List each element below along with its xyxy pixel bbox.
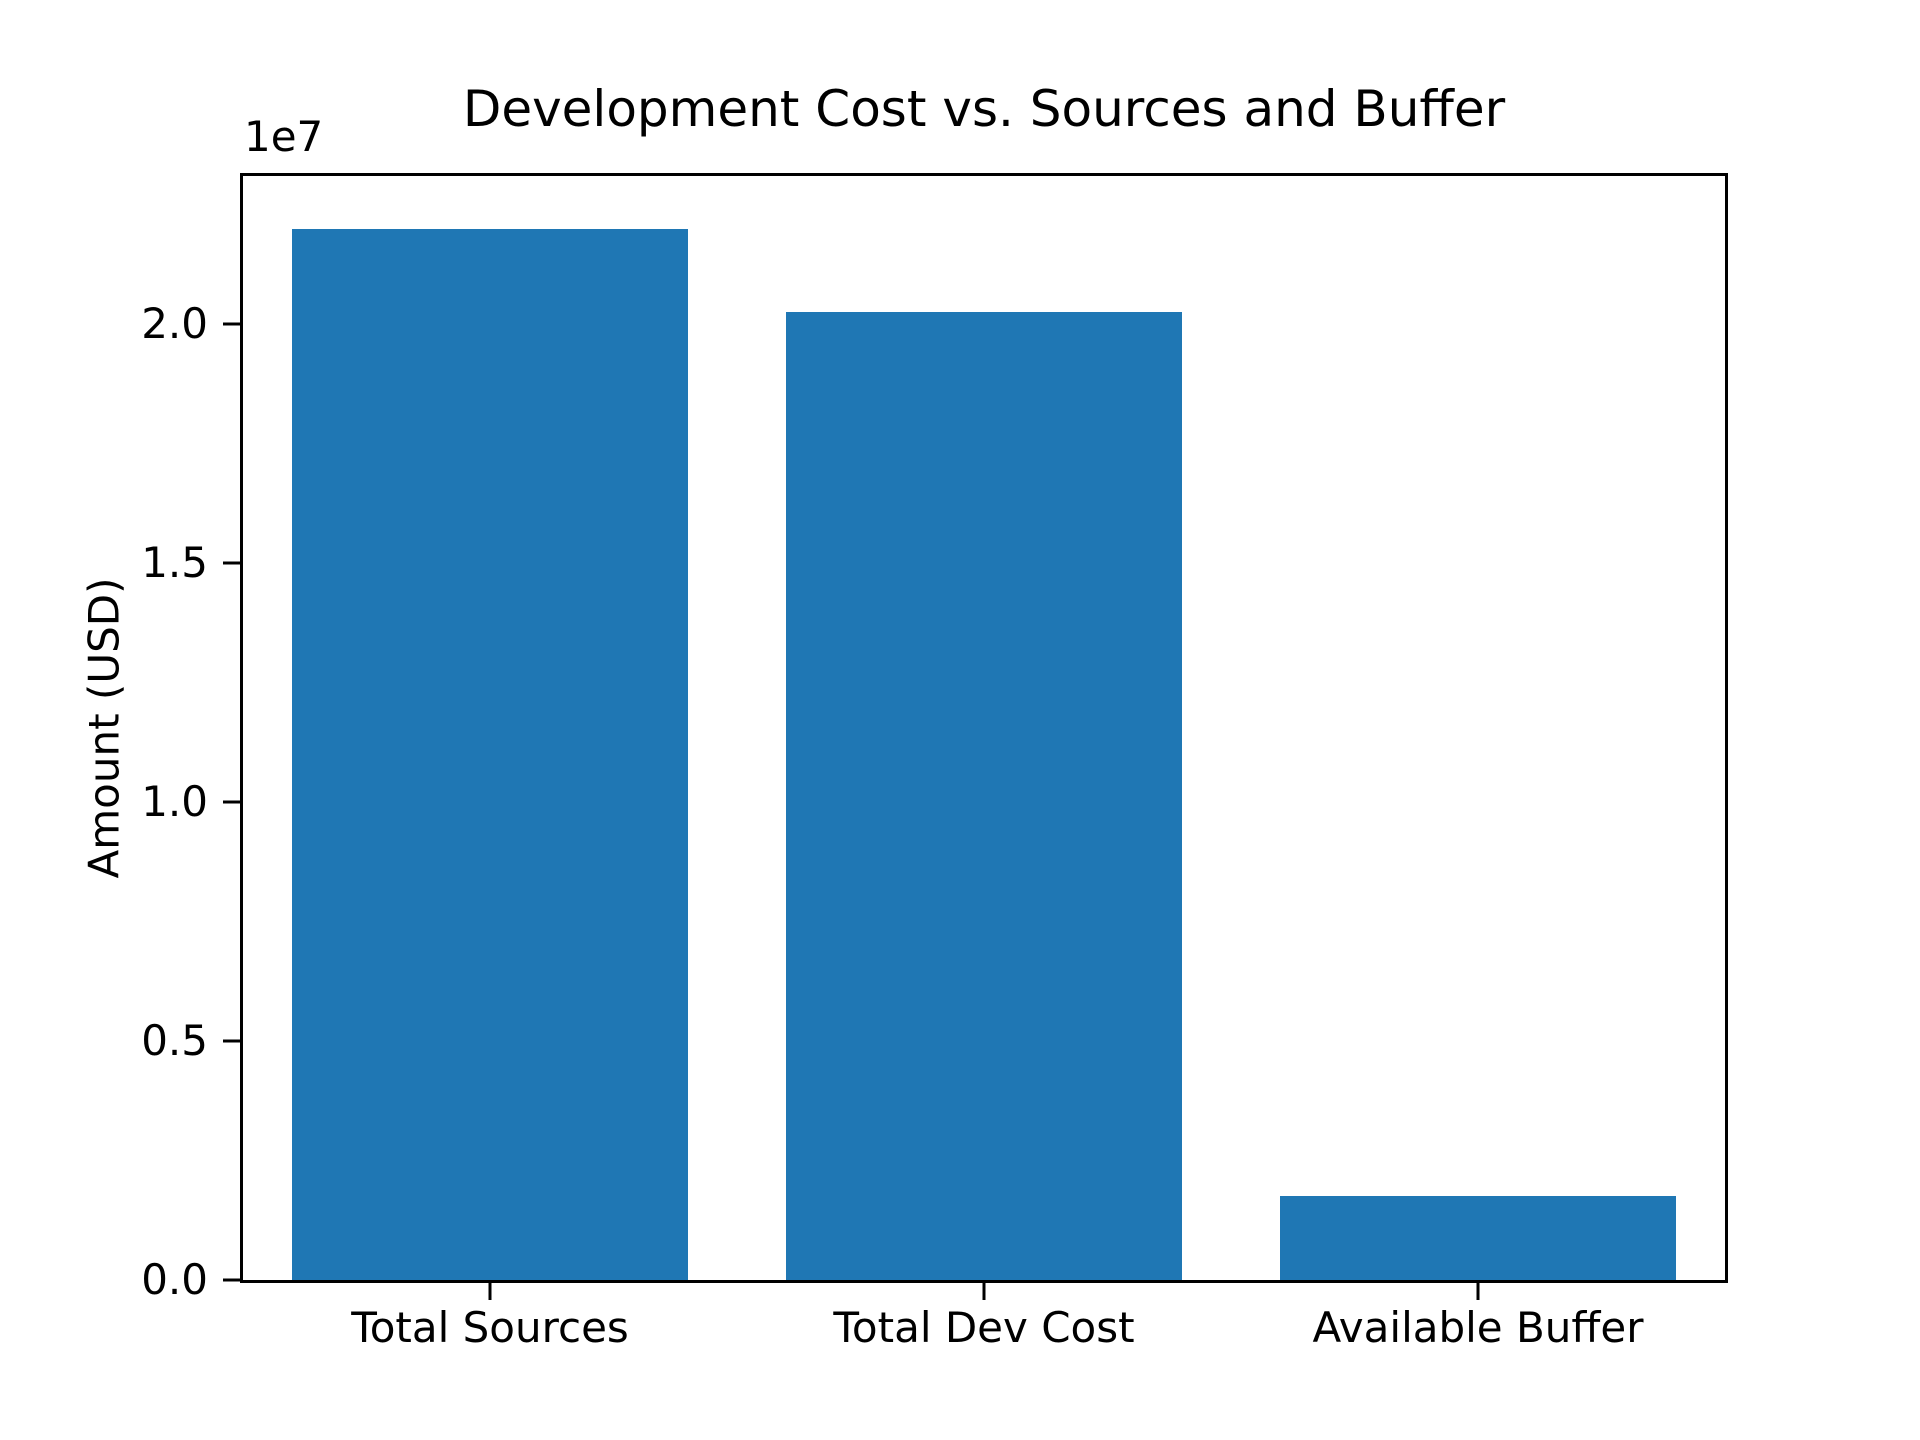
y-tick-mark-1.5 [223,561,240,565]
y-tick-mark-0.5 [223,1039,240,1043]
y-tick-mark-0.0 [223,1278,240,1282]
x-tick-mark-total-dev-cost [982,1280,986,1300]
chart-title: Development Cost vs. Sources and Buffer [462,80,1506,138]
bar-total-sources [292,228,688,1280]
bar-available-buffer [1280,1196,1676,1280]
bar-slot-total-sources [243,176,737,1280]
y-tick-label-2.0: 2.0 [141,299,208,349]
bar-total-dev-cost [786,312,1182,1280]
x-tick-label-total-dev-cost: Total Dev Cost [833,1303,1135,1352]
y-axis-offset-text: 1e7 [244,112,324,161]
bars-layer [243,176,1725,1280]
y-tick-label-0.5: 0.5 [141,1016,208,1066]
x-tick-label-available-buffer: Available Buffer [1312,1303,1644,1352]
x-tick-label-total-sources: Total Sources [351,1303,629,1352]
y-tick-mark-1.0 [223,800,240,804]
y-tick-label-1.5: 1.5 [141,538,208,588]
x-tick-mark-total-sources [488,1280,492,1300]
plot-area: Total Sources Total Dev Cost Available Buf… [141,173,1728,1349]
y-axis-label: Amount (USD) [79,577,129,879]
y-tick-label-1.0: 1.0 [141,777,208,827]
bar-slot-available-buffer [1231,176,1725,1280]
x-tick-mark-available-buffer [1476,1280,1480,1300]
bar-slot-total-dev-cost [737,176,1231,1280]
y-tick-label-0.0: 0.0 [141,1255,208,1304]
y-tick-mark-2.0 [223,322,240,326]
